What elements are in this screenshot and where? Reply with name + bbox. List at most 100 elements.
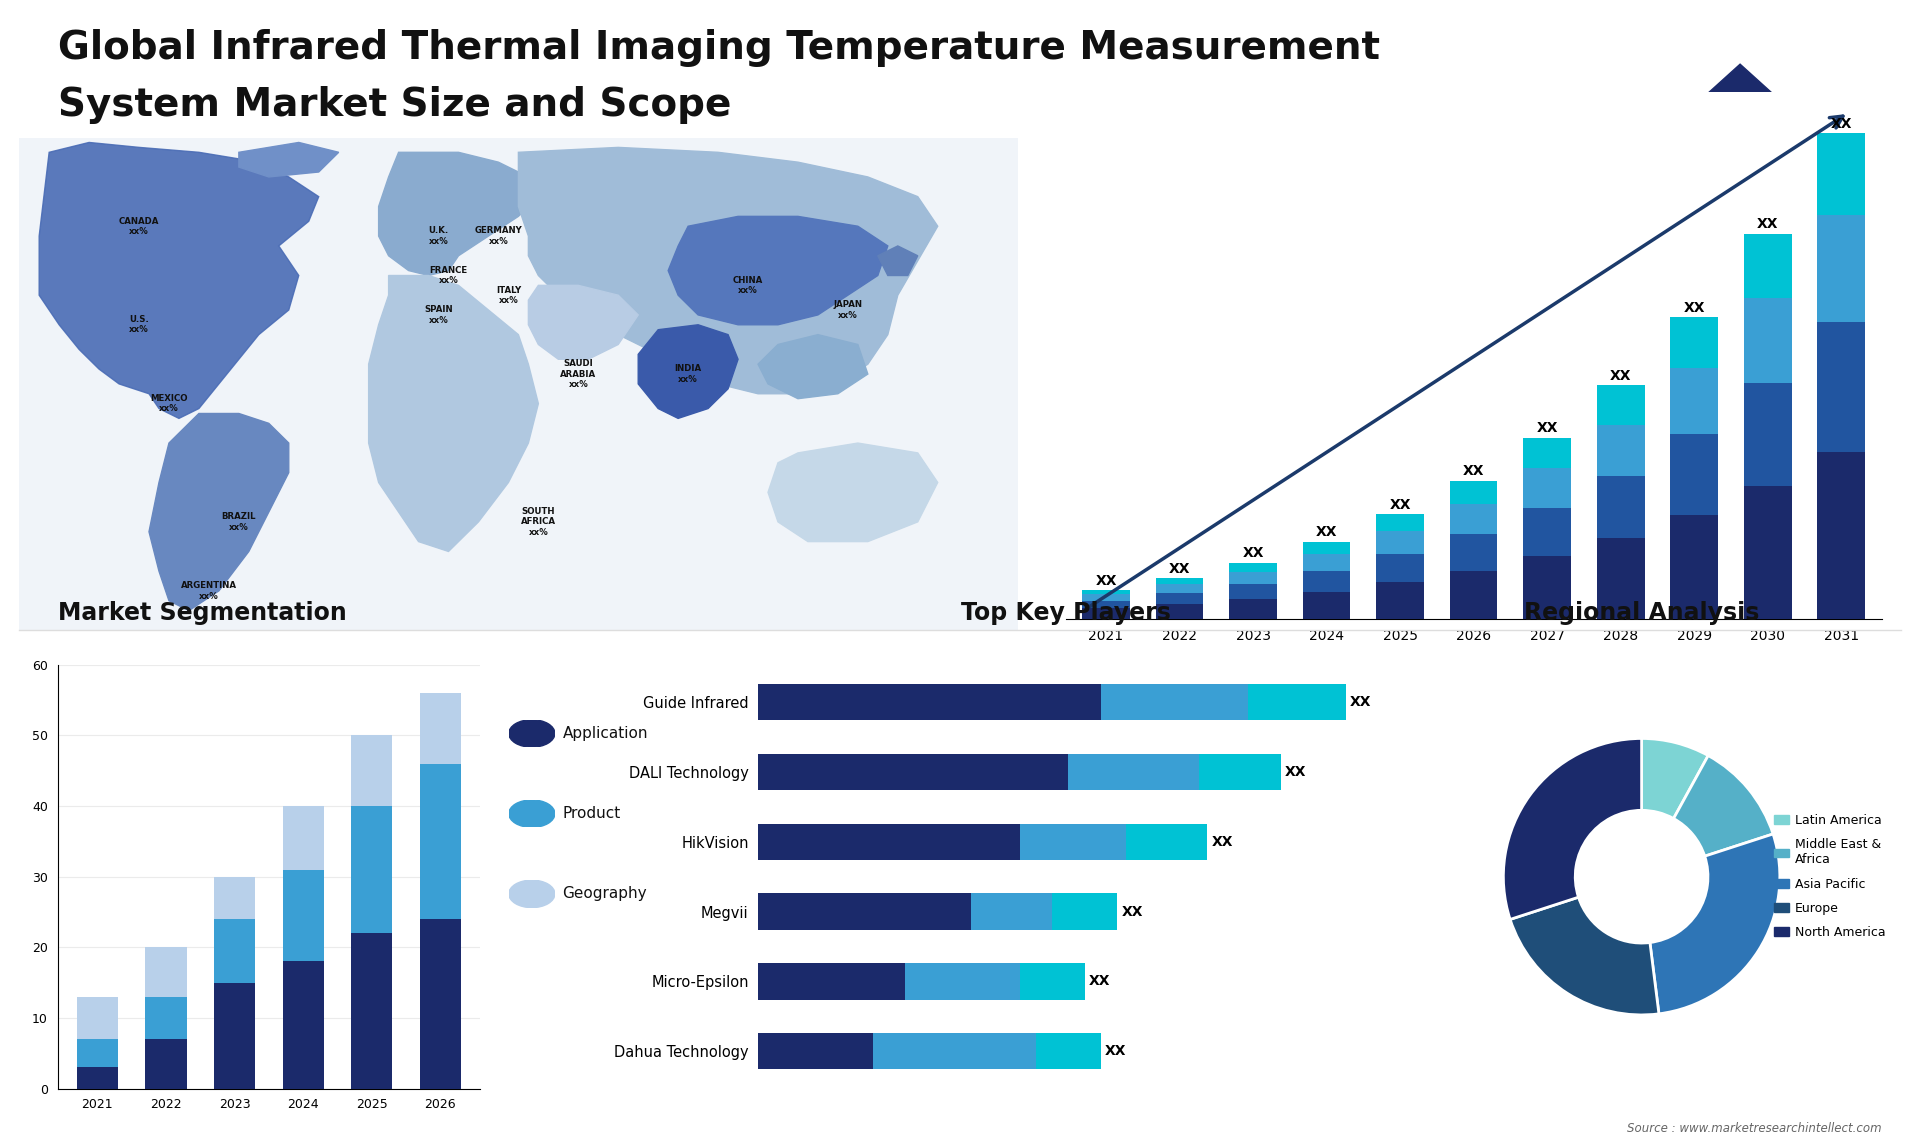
Bar xyxy=(1083,595,1131,601)
Bar xyxy=(1377,532,1425,555)
Text: XX: XX xyxy=(1169,562,1190,575)
Bar xyxy=(1523,438,1571,469)
Text: GERMANY
xx%: GERMANY xx% xyxy=(474,227,522,245)
Text: XX: XX xyxy=(1089,974,1110,989)
Bar xyxy=(1816,322,1864,453)
Text: XX: XX xyxy=(1684,300,1705,315)
Legend: Latin America, Middle East &
Africa, Asia Pacific, Europe, North America: Latin America, Middle East & Africa, Asi… xyxy=(1768,809,1891,944)
Text: SOUTH
AFRICA
xx%: SOUTH AFRICA xx% xyxy=(520,507,557,536)
Bar xyxy=(758,684,1102,721)
Text: INDIA
xx%: INDIA xx% xyxy=(674,364,701,384)
Text: JAPAN
xx%: JAPAN xx% xyxy=(833,300,862,320)
Text: XX: XX xyxy=(1536,422,1557,435)
Text: BRAZIL
xx%: BRAZIL xx% xyxy=(221,512,255,532)
Polygon shape xyxy=(668,217,887,324)
Polygon shape xyxy=(150,414,288,611)
Bar xyxy=(420,919,461,1089)
Polygon shape xyxy=(378,152,538,275)
Text: Market Segmentation: Market Segmentation xyxy=(58,601,346,625)
Bar xyxy=(1302,542,1350,555)
Bar xyxy=(1020,824,1125,860)
Bar xyxy=(1377,582,1425,619)
Bar xyxy=(420,693,461,763)
Bar xyxy=(77,997,117,1039)
Bar xyxy=(420,763,461,919)
Polygon shape xyxy=(38,142,319,418)
Wedge shape xyxy=(1503,738,1642,919)
Text: XX: XX xyxy=(1390,497,1411,511)
Bar xyxy=(1597,476,1645,539)
Bar xyxy=(1597,539,1645,619)
Bar xyxy=(906,964,1020,999)
Bar xyxy=(1102,684,1248,721)
Text: Global Infrared Thermal Imaging Temperature Measurement: Global Infrared Thermal Imaging Temperat… xyxy=(58,29,1380,66)
Bar xyxy=(1816,453,1864,619)
Polygon shape xyxy=(768,444,937,542)
Bar xyxy=(1083,590,1131,595)
Text: XX: XX xyxy=(1212,834,1233,849)
Text: U.K.
xx%: U.K. xx% xyxy=(428,227,449,245)
Wedge shape xyxy=(1511,897,1659,1015)
Text: XX: XX xyxy=(1350,696,1371,709)
Bar xyxy=(1156,594,1204,604)
Text: Top Key Players: Top Key Players xyxy=(960,601,1171,625)
Circle shape xyxy=(509,720,555,747)
Circle shape xyxy=(509,800,555,827)
Bar xyxy=(758,824,1020,860)
Bar xyxy=(1743,486,1791,619)
Bar xyxy=(1743,234,1791,298)
Text: XX: XX xyxy=(1094,574,1117,588)
Polygon shape xyxy=(238,142,338,176)
Bar xyxy=(1302,555,1350,571)
Bar xyxy=(351,806,392,933)
Text: Source : www.marketresearchintellect.com: Source : www.marketresearchintellect.com xyxy=(1626,1122,1882,1135)
Text: SPAIN
xx%: SPAIN xx% xyxy=(424,305,453,324)
Bar xyxy=(1523,508,1571,556)
Bar xyxy=(1523,469,1571,508)
Bar xyxy=(1670,317,1718,368)
Text: MARKET
RESEARCH
INTELLECT: MARKET RESEARCH INTELLECT xyxy=(1824,50,1882,88)
Bar xyxy=(1248,684,1346,721)
Polygon shape xyxy=(369,275,538,551)
Bar xyxy=(1450,504,1498,534)
Bar xyxy=(1083,601,1131,609)
Polygon shape xyxy=(528,285,637,360)
Bar xyxy=(146,997,186,1039)
Wedge shape xyxy=(1649,834,1780,1014)
Bar xyxy=(1670,434,1718,515)
Bar xyxy=(1816,215,1864,322)
Bar xyxy=(1743,383,1791,486)
Bar xyxy=(213,877,255,919)
Bar xyxy=(1156,584,1204,594)
Text: CHINA
xx%: CHINA xx% xyxy=(733,276,762,295)
Bar xyxy=(1377,515,1425,532)
Bar xyxy=(1229,584,1277,599)
Bar xyxy=(1156,579,1204,584)
Bar xyxy=(758,964,906,999)
Polygon shape xyxy=(1693,64,1788,107)
Bar xyxy=(1052,894,1117,929)
Polygon shape xyxy=(758,335,868,399)
Bar xyxy=(213,982,255,1089)
Bar xyxy=(1156,604,1204,619)
Bar xyxy=(1229,599,1277,619)
Bar xyxy=(213,919,255,982)
Text: XX: XX xyxy=(1463,464,1484,478)
Text: XX: XX xyxy=(1830,117,1853,131)
Bar xyxy=(1816,133,1864,215)
Bar xyxy=(282,961,324,1089)
Bar xyxy=(1229,563,1277,572)
Wedge shape xyxy=(1642,738,1709,818)
Text: System Market Size and Scope: System Market Size and Scope xyxy=(58,86,732,124)
Text: CANADA
xx%: CANADA xx% xyxy=(119,217,159,236)
Bar xyxy=(758,1033,874,1069)
Bar xyxy=(1743,298,1791,383)
Bar xyxy=(77,1068,117,1089)
Text: Geography: Geography xyxy=(563,886,647,902)
Text: XX: XX xyxy=(1242,547,1263,560)
Bar xyxy=(1083,609,1131,619)
Bar xyxy=(77,1039,117,1068)
Text: XX: XX xyxy=(1609,369,1632,383)
Bar xyxy=(1377,555,1425,582)
Bar xyxy=(1670,515,1718,619)
